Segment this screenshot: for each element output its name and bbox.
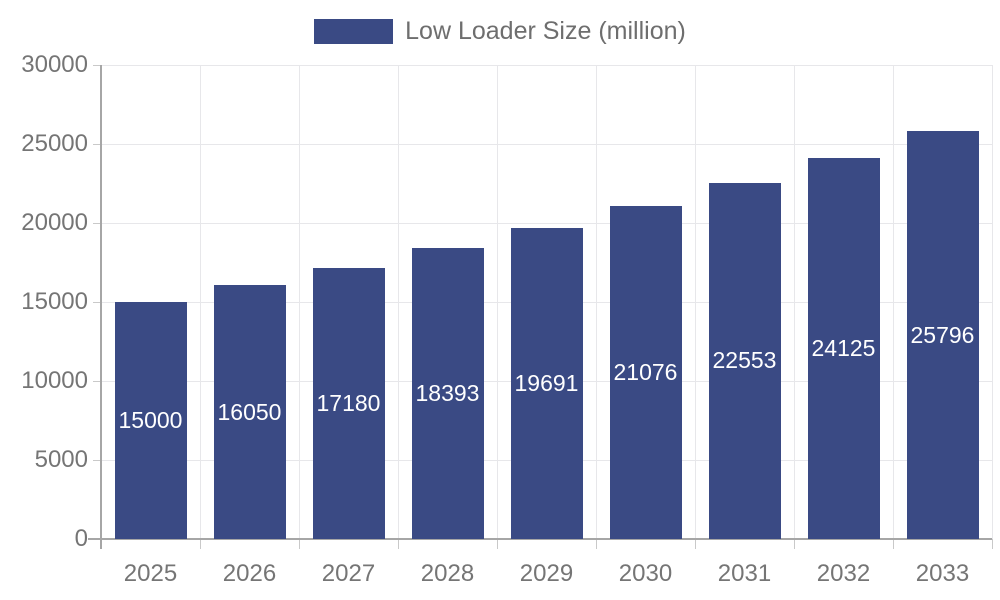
h-gridline [101,143,992,145]
v-gridline [298,65,300,539]
bar: 18393 [411,248,484,539]
x-axis-tick-mark [199,539,201,549]
v-gridline [892,65,894,539]
x-axis-tick-label: 2033 [915,560,970,587]
h-gridline [101,64,992,66]
x-axis-tick-mark [892,539,894,549]
v-gridline [397,65,399,539]
v-gridline [199,65,201,539]
bar-value-label: 16050 [217,398,282,425]
y-axis-tick-mark [93,380,101,382]
bar-value-label: 25796 [910,321,975,348]
bar: 22553 [708,182,781,539]
x-axis-tick-label: 2031 [717,560,772,587]
x-axis-tick-label: 2029 [519,560,574,587]
x-axis-tick-mark [298,539,300,549]
x-axis-tick-mark [991,539,993,549]
y-axis-tick-mark [93,143,101,145]
x-axis-tick-mark [397,539,399,549]
y-axis-tick-mark [93,301,101,303]
y-axis-tick-label: 30000 [21,51,88,78]
bar-value-label: 19691 [514,369,579,396]
y-axis-tick-label: 5000 [34,446,88,473]
x-axis-tick-mark [694,539,696,549]
v-gridline [595,65,597,539]
x-axis-tick-label: 2032 [816,560,871,587]
y-axis-tick-label: 0 [74,525,88,552]
v-gridline [496,65,498,539]
x-axis-tick-mark [595,539,597,549]
bar: 24125 [807,157,880,539]
y-axis-tick-label: 10000 [21,367,88,394]
y-axis-tick-label: 15000 [21,288,88,315]
y-axis-tick-mark [93,459,101,461]
h-gridline [101,222,992,224]
x-axis-tick-mark [793,539,795,549]
y-axis-tick-label: 25000 [21,130,88,157]
x-axis-tick-label: 2027 [321,560,376,587]
bar: 25796 [906,131,979,539]
v-gridline [694,65,696,539]
bar-value-label: 24125 [811,334,876,361]
legend: Low Loader Size (million) [0,17,1000,46]
bar: 21076 [609,205,682,539]
x-axis-tick-label: 2028 [420,560,475,587]
y-axis-tick-mark [93,222,101,224]
legend-swatch [314,19,394,44]
v-gridline [793,65,795,539]
bar: 16050 [213,285,286,539]
bar-value-label: 18393 [415,380,480,407]
bar: 15000 [114,302,187,539]
x-axis-line [88,538,992,540]
bar-value-label: 17180 [316,389,381,416]
bar-value-label: 21076 [613,358,678,385]
x-axis-tick-mark [496,539,498,549]
bar: 17180 [312,267,385,539]
y-axis-line [100,65,102,549]
y-axis-tick-mark [93,64,101,66]
bar-value-label: 15000 [118,407,183,433]
v-gridline [991,65,993,539]
legend-label: Low Loader Size (million) [405,17,686,45]
x-axis-tick-label: 2026 [222,560,277,587]
bar-value-label: 22553 [712,347,777,374]
bar: 19691 [510,227,583,539]
x-axis-tick-label: 2025 [123,560,178,587]
y-axis-tick-label: 20000 [21,209,88,236]
x-axis-tick-label: 2030 [618,560,673,587]
